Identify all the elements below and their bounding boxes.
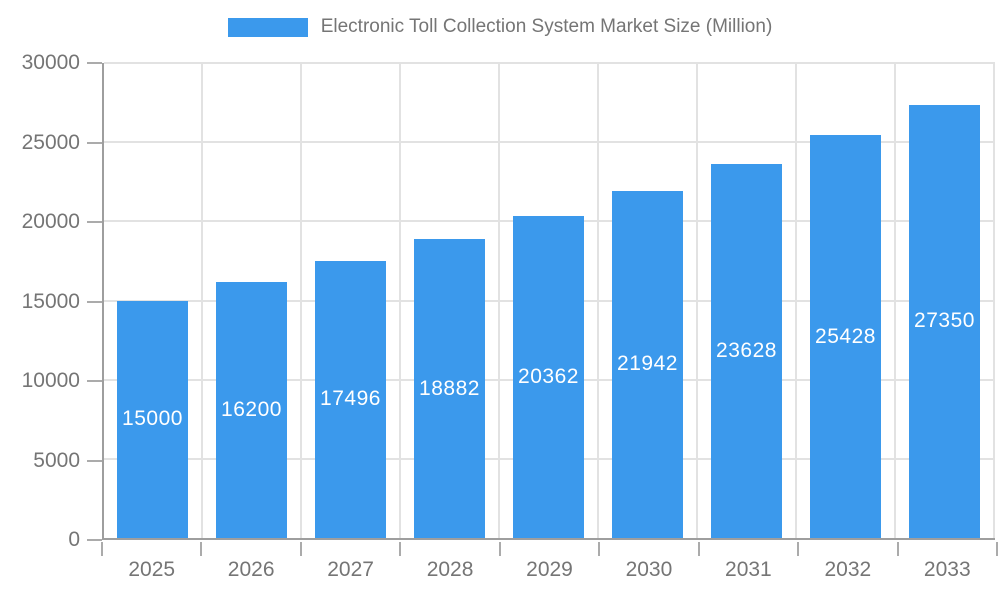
x-tick-mark [896,542,899,556]
x-tick-label: 2028 [426,558,474,581]
bar-value-label: 16200 [221,397,282,421]
y-tick-label: 30000 [21,51,80,74]
category-cell-2033: 27350 [896,63,995,538]
x-tick-mark [996,542,998,556]
x-tick-mark [399,542,402,556]
x-tick-label: 2025 [128,558,176,581]
x-tick-label: 2032 [824,558,872,581]
y-tick-mark [87,459,102,462]
y-tick-mark [87,300,102,303]
bar-value-label: 18882 [419,376,480,400]
x-tick-label: 2030 [625,558,673,581]
y-axis: 0 5000 10000 15000 20000 25000 30000 [0,51,102,551]
bar-value-label: 23628 [716,338,777,362]
category-cell-2030: 21942 [599,63,698,538]
bar-2028[interactable]: 18882 [413,239,486,538]
x-tick-mark [101,542,103,556]
y-tick-mark [87,539,102,541]
y-tick-label: 25000 [21,130,80,154]
x-tick-label: 2027 [327,558,374,581]
bar-value-label: 20362 [518,364,579,388]
bar-value-label: 27350 [914,309,975,333]
bar-2030[interactable]: 21942 [611,190,684,538]
bar-2032[interactable]: 25428 [809,135,882,538]
x-tick-mark [797,542,800,556]
y-tick-mark [87,380,102,383]
bar-2031[interactable]: 23628 [710,163,783,538]
x-tick-mark [697,542,700,556]
x-tick-label: 2026 [227,558,275,581]
category-cell-2028: 18882 [401,63,500,538]
y-tick-label: 0 [68,528,80,551]
bar-2027[interactable]: 17496 [314,260,387,538]
category-cell-2027: 17496 [302,63,401,538]
x-tick-label: 2033 [923,558,971,581]
bar-2033[interactable]: 27350 [908,104,981,538]
x-axis: 2025 2026 2027 2028 2029 2030 2031 2032 2033 [101,542,998,600]
x-tick-label: 2031 [725,558,772,581]
bar-value-label: 21942 [617,352,678,376]
bar-value-label: 15000 [122,407,183,431]
x-tick-label: 2029 [526,558,573,581]
bar-value-label: 17496 [320,387,381,411]
y-tick-label: 5000 [33,448,80,472]
y-tick-label: 20000 [21,210,80,234]
plot-area: 15000 16200 17496 18882 20362 21942 23628 25428… [102,62,995,540]
category-cell-2026: 16200 [203,63,302,538]
bar-2026[interactable]: 16200 [215,281,288,538]
category-cell-2029: 20362 [500,63,599,538]
y-tick-mark [87,141,102,144]
bar-2029[interactable]: 20362 [512,215,585,538]
bar-2025[interactable]: 15000 [116,300,189,538]
y-tick-label: 10000 [21,369,80,393]
x-tick-mark [598,542,601,556]
legend-item[interactable]: Electronic Toll Collection System Market… [0,16,1000,38]
y-tick-mark [87,221,102,224]
category-cell-2025: 15000 [104,63,203,538]
y-tick-label: 15000 [21,289,80,313]
legend-swatch [227,17,308,37]
x-tick-mark [498,542,501,556]
x-tick-mark [200,542,203,556]
category-cell-2032: 25428 [797,63,896,538]
y-tick-mark [87,62,102,64]
category-cell-2031: 23628 [698,63,797,538]
legend-label: Electronic Toll Collection System Market… [320,16,773,37]
bar-value-label: 25428 [815,324,876,348]
x-tick-mark [299,542,302,556]
